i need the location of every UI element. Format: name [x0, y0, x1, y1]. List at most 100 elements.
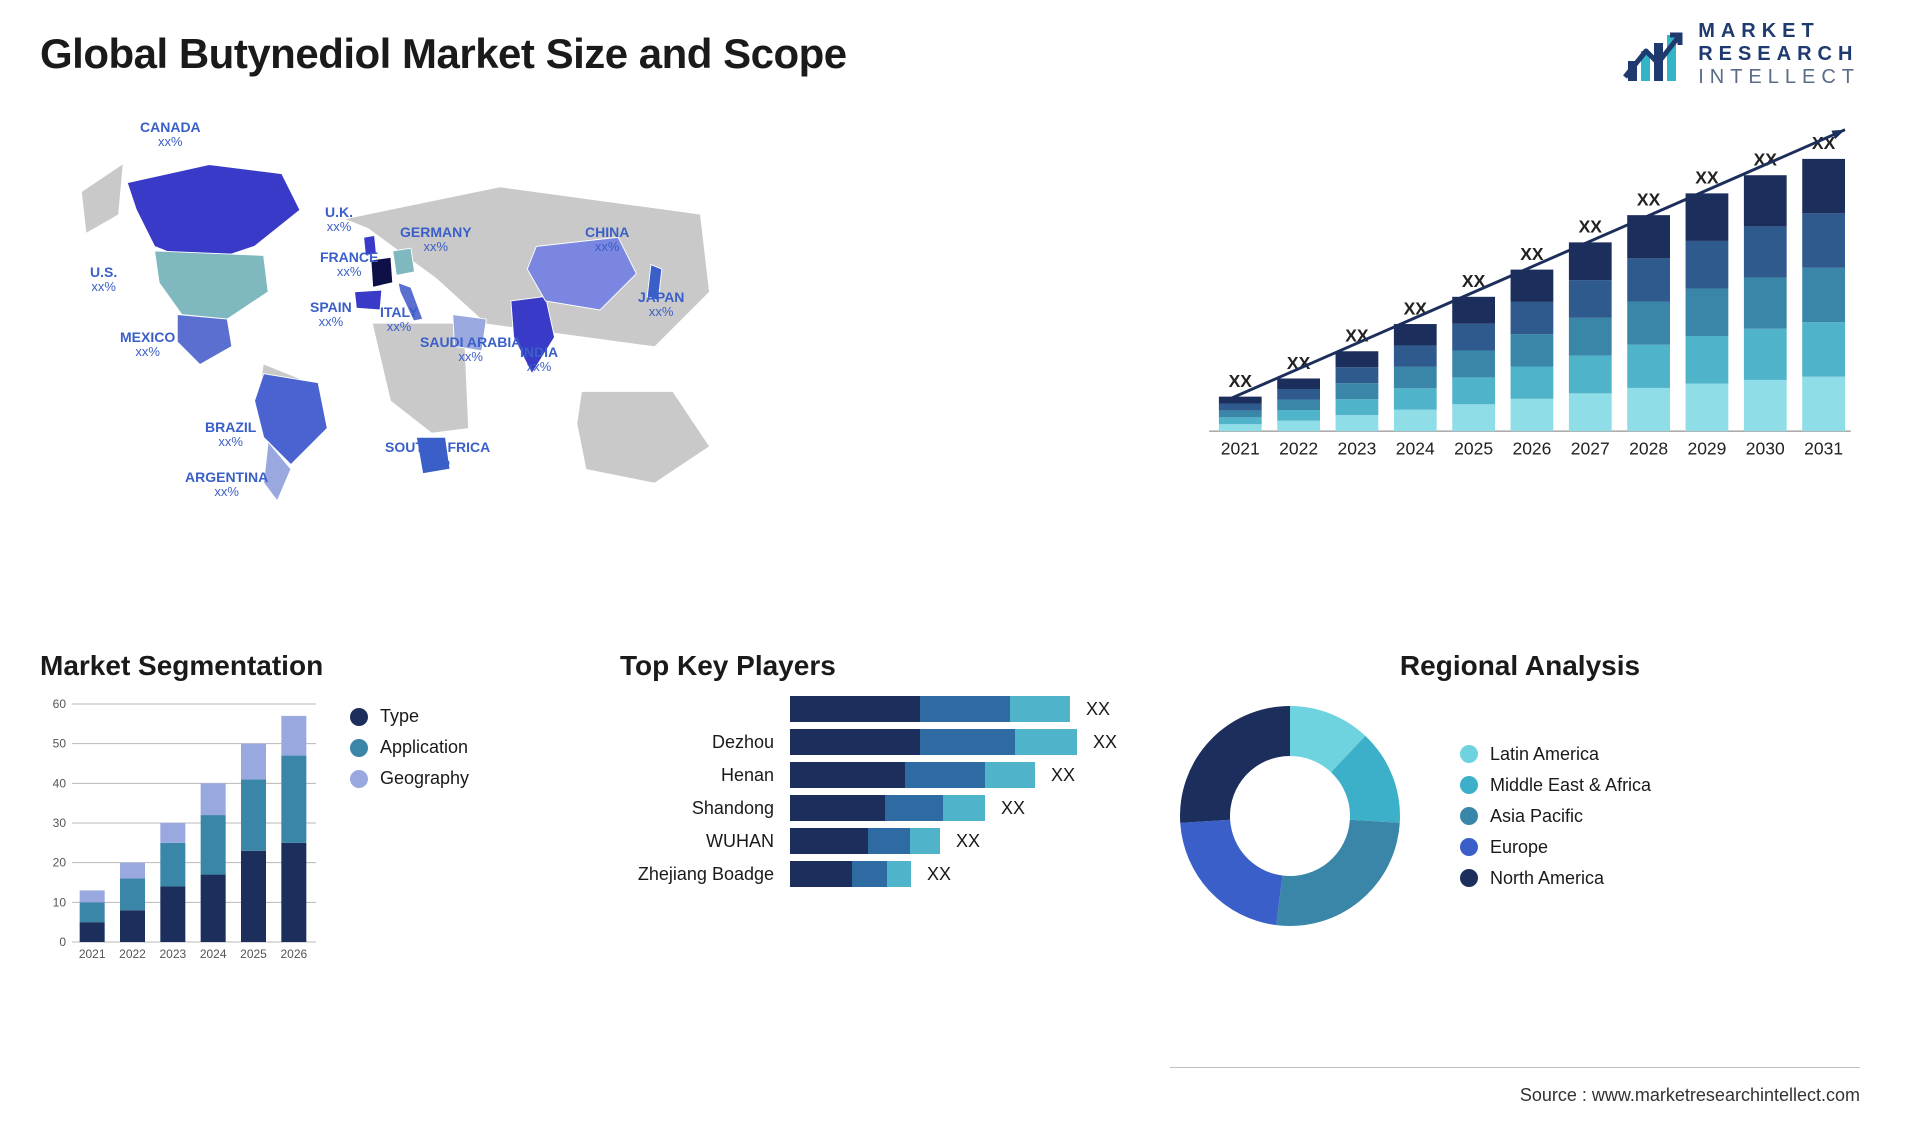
segmentation-legend: Type Application Geography [350, 696, 469, 966]
svg-text:0: 0 [59, 935, 66, 949]
svg-text:2031: 2031 [1804, 438, 1843, 458]
tkp-bar [790, 729, 1077, 755]
regional-donut-chart [1170, 696, 1410, 936]
legend-label: Latin America [1490, 744, 1599, 765]
legend-swatch [1460, 869, 1478, 887]
tkp-bar-seg [885, 795, 943, 821]
tkp-bar-seg [790, 828, 868, 854]
tkp-bar-seg [1015, 729, 1077, 755]
tkp-bar-seg [790, 762, 905, 788]
tkp-value: XX [950, 831, 980, 852]
tkp-row: WUHAN XX [620, 828, 1140, 854]
tkp-row: Shandong XX [620, 795, 1140, 821]
tkp-bar-seg [887, 861, 911, 887]
svg-text:10: 10 [53, 895, 67, 909]
svg-text:2025: 2025 [240, 947, 267, 961]
regional-legend-item: Asia Pacific [1460, 806, 1651, 827]
svg-text:XX: XX [1695, 168, 1719, 188]
tkp-label: WUHAN [620, 831, 780, 852]
tkp-row: XX [620, 696, 1140, 722]
svg-text:XX: XX [1637, 189, 1661, 209]
tkp-bar-seg [790, 795, 885, 821]
tkp-label: Dezhou [620, 732, 780, 753]
svg-text:2021: 2021 [79, 947, 106, 961]
svg-text:2024: 2024 [200, 947, 227, 961]
tkp-value: XX [995, 798, 1025, 819]
regional-legend-item: Europe [1460, 837, 1651, 858]
tkp-bar-seg [790, 861, 852, 887]
svg-text:2022: 2022 [119, 947, 146, 961]
tkp-bar [790, 795, 985, 821]
legend-label: Middle East & Africa [1490, 775, 1651, 796]
logo-line3: INTELLECT [1698, 66, 1860, 89]
forecast-bar-chart: XX2021XX2022XX2023XX2024XX2025XX2026XX20… [1200, 120, 1860, 470]
svg-text:2027: 2027 [1571, 438, 1610, 458]
tkp-row: Henan XX [620, 762, 1140, 788]
logo-line2: RESEARCH [1698, 43, 1860, 66]
legend-label: Application [380, 737, 468, 758]
tkp-bar-seg [1010, 696, 1070, 722]
legend-swatch [1460, 838, 1478, 856]
tkp-value: XX [1045, 765, 1075, 786]
tkp-bar-seg [920, 729, 1015, 755]
regional-analysis-panel: Regional Analysis Latin America Middle Ea… [1170, 650, 1870, 936]
logo-mark-icon [1622, 27, 1684, 83]
tkp-value: XX [921, 864, 951, 885]
top-key-players-panel: Top Key Players XXDezhouXXHenanXXShandon… [620, 650, 1140, 894]
top-key-players-title: Top Key Players [620, 650, 1140, 682]
legend-label: North America [1490, 868, 1604, 889]
tkp-bar-seg [910, 828, 940, 854]
tkp-bar [790, 828, 940, 854]
svg-text:2030: 2030 [1746, 438, 1785, 458]
svg-text:20: 20 [53, 856, 67, 870]
regional-analysis-title: Regional Analysis [1170, 650, 1870, 682]
svg-text:60: 60 [53, 697, 67, 711]
tkp-value: XX [1080, 699, 1110, 720]
segmentation-title: Market Segmentation [40, 650, 560, 682]
tkp-bar-seg [943, 795, 985, 821]
svg-text:2024: 2024 [1396, 438, 1435, 458]
svg-text:XX: XX [1229, 371, 1253, 391]
tkp-row: Dezhou XX [620, 729, 1140, 755]
tkp-label: Henan [620, 765, 780, 786]
legend-swatch [1460, 776, 1478, 794]
logo-line1: MARKET [1698, 20, 1860, 43]
tkp-bar-seg [985, 762, 1035, 788]
tkp-bar [790, 696, 1070, 722]
regional-legend: Latin America Middle East & Africa Asia Pa… [1460, 734, 1651, 899]
segmentation-chart: 0102030405060202120222023202420252026 [40, 696, 320, 966]
svg-text:XX: XX [1579, 217, 1603, 237]
svg-text:XX: XX [1520, 244, 1544, 264]
segmentation-legend-item: Application [350, 737, 469, 758]
legend-label: Europe [1490, 837, 1548, 858]
legend-label: Type [380, 706, 419, 727]
source-line: Source : www.marketresearchintellect.com [1520, 1085, 1860, 1106]
tkp-bar [790, 861, 911, 887]
svg-text:30: 30 [53, 816, 67, 830]
svg-text:2022: 2022 [1279, 438, 1318, 458]
svg-text:2023: 2023 [159, 947, 186, 961]
tkp-label: Zhejiang Boadge [620, 864, 780, 885]
legend-label: Asia Pacific [1490, 806, 1583, 827]
legend-swatch [350, 770, 368, 788]
tkp-label: Shandong [620, 798, 780, 819]
regional-legend-item: Middle East & Africa [1460, 775, 1651, 796]
svg-text:2025: 2025 [1454, 438, 1493, 458]
svg-text:40: 40 [53, 776, 67, 790]
regional-legend-item: North America [1460, 868, 1651, 889]
segmentation-legend-item: Geography [350, 768, 469, 789]
legend-swatch [350, 739, 368, 757]
tkp-bar-seg [905, 762, 985, 788]
tkp-bar-seg [920, 696, 1010, 722]
svg-text:2029: 2029 [1687, 438, 1726, 458]
brand-logo: MARKET RESEARCH INTELLECT [1622, 20, 1860, 89]
svg-text:50: 50 [53, 737, 67, 751]
tkp-bar-seg [790, 696, 920, 722]
tkp-bar-seg [868, 828, 910, 854]
regional-legend-item: Latin America [1460, 744, 1651, 765]
tkp-bar [790, 762, 1035, 788]
svg-text:2023: 2023 [1337, 438, 1376, 458]
tkp-value: XX [1087, 732, 1117, 753]
tkp-bar-seg [852, 861, 887, 887]
legend-label: Geography [380, 768, 469, 789]
